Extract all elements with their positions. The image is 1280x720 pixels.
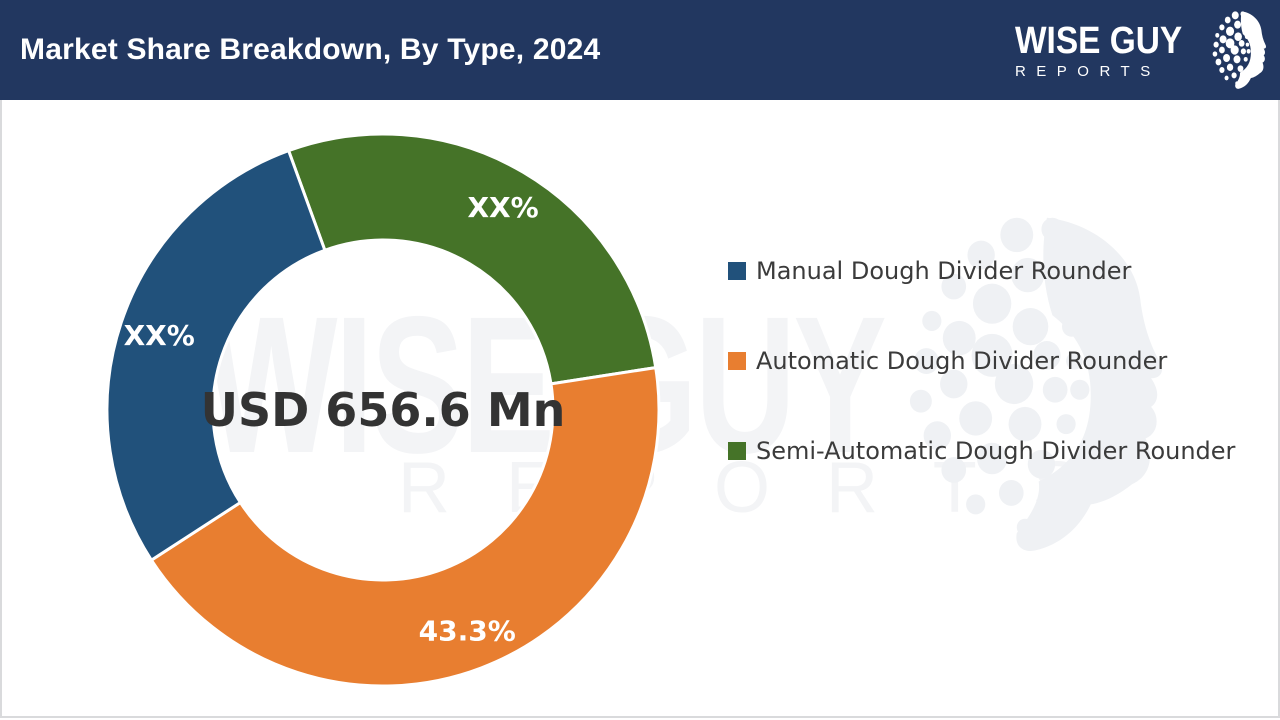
legend-label: Manual Dough Divider Rounder: [756, 257, 1132, 285]
donut-segment-0: [287, 132, 658, 386]
header: Market Share Breakdown, By Type, 2024 WI…: [0, 0, 1280, 100]
brand-text: WISE GUY REPORTS: [1015, 22, 1205, 79]
brand-subtitle: REPORTS: [1014, 62, 1161, 80]
legend-item-manual: Manual Dough Divider Rounder: [728, 257, 1235, 285]
page-title: Market Share Breakdown, By Type, 2024: [20, 33, 601, 66]
legend-item-automatic: Automatic Dough Divider Rounder: [728, 347, 1235, 375]
chart-panel: WISE GUY REPORTS XX% 43.3% XX% USD 656.6 M…: [0, 100, 1280, 718]
donut-segments: XX% 43.3% XX%: [105, 132, 661, 688]
donut-center-label: USD 656.6 Mn: [201, 383, 566, 437]
segment-value-label: XX%: [467, 191, 538, 224]
legend-color-swatch: [728, 352, 746, 370]
brand-name: WISE GUY: [1014, 19, 1183, 62]
donut-segment-1: [149, 366, 661, 688]
legend-label: Automatic Dough Divider Rounder: [756, 347, 1168, 375]
brand-logo: WISE GUY REPORTS: [1015, 10, 1266, 90]
chart-legend: Manual Dough Divider Rounder Automatic D…: [728, 257, 1235, 465]
segment-value-label: 43.3%: [419, 615, 516, 648]
donut-chart: XX% 43.3% XX% USD 656.6 Mn: [105, 132, 661, 688]
legend-item-semi-automatic: Semi-Automatic Dough Divider Rounder: [728, 437, 1235, 465]
legend-color-swatch: [728, 262, 746, 280]
donut-segment-2: [105, 149, 327, 562]
segment-value-label: XX%: [124, 319, 195, 352]
wiseguy-face-icon: [1212, 11, 1266, 89]
legend-label: Semi-Automatic Dough Divider Rounder: [756, 437, 1236, 465]
legend-color-swatch: [728, 442, 746, 460]
